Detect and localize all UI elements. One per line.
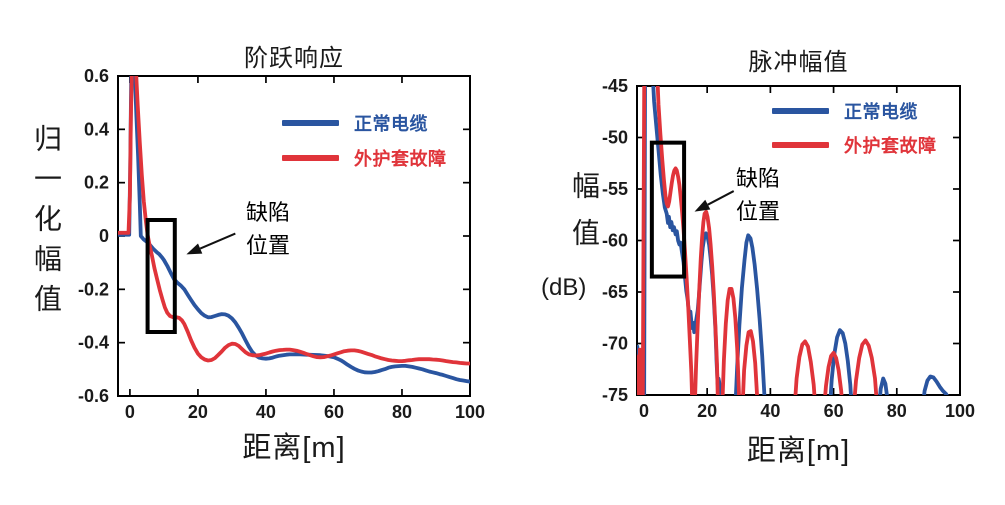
chart2-y-axis-label: 幅值 (569, 171, 600, 265)
y-tick-label: -0.6 (78, 386, 109, 406)
x-tick-label: 60 (324, 402, 344, 422)
chart2-x-axis-label: 距离[m] (746, 435, 851, 467)
y-tick-label: 0.2 (84, 173, 109, 193)
x-tick-label: 80 (392, 402, 412, 422)
annotation-arrow-head (186, 243, 203, 255)
defect-marker-rect (649, 140, 687, 279)
y-tick-label: -0.2 (78, 279, 109, 299)
legend-label-normal-cable: 正常电缆 (354, 114, 428, 134)
x-tick-label: 100 (945, 401, 975, 421)
y-tick-label: -50 (602, 128, 628, 148)
annotation-arrow-head (694, 199, 711, 212)
sheath-fault-line-swatch (282, 155, 339, 161)
x-tick-label: 40 (760, 401, 780, 421)
defect-marker-rect (145, 218, 177, 334)
y-tick-label: -0.4 (78, 333, 109, 353)
annotation-arrow-line (707, 190, 735, 206)
series-line-1 (118, 76, 470, 366)
y-tick-label: -70 (602, 334, 628, 354)
series-line-0 (118, 76, 470, 384)
y-tick-label: 0.4 (84, 119, 109, 139)
legend-label-sheath-fault: 外护套故障 (354, 149, 447, 169)
series-group (637, 86, 949, 395)
x-tick-label: 0 (125, 402, 135, 422)
chart2-legend-item-normal: 正常电缆 (772, 98, 918, 124)
y-tick-label: -55 (602, 179, 628, 199)
series-group (118, 76, 470, 384)
x-tick-label: 20 (188, 402, 208, 422)
sheath-fault-line-swatch (772, 142, 829, 148)
chart1-y-axis-label: 归一化幅值 (31, 124, 62, 324)
chart1-x-axis-label: 距离[m] (242, 432, 346, 464)
chart2-y-axis-unit: (dB) (541, 274, 587, 301)
chart1-title: 阶跃响应 (244, 45, 344, 72)
pulse-amplitude-plot: 0 20 40 60 80 100 -45 -50 -55 -60 -65 -70 -75 (602, 76, 975, 421)
chart2-title: 脉冲幅值 (748, 49, 849, 76)
annotation-arrow-line (199, 232, 236, 250)
x-tick-label: 60 (824, 401, 844, 421)
y-tick-label: -65 (602, 282, 628, 302)
y-tick-label: -45 (602, 76, 628, 96)
chart1-legend-item-fault: 外护套故障 (282, 145, 447, 171)
chart2-legend-item-fault: 外护套故障 (772, 132, 937, 158)
y-tick-label: 0.6 (84, 66, 109, 86)
x-tick-label: 20 (697, 401, 717, 421)
x-tick-label: 40 (256, 402, 276, 422)
x-tick-label: 100 (455, 402, 485, 422)
y-tick-label: -75 (602, 385, 628, 405)
legend-label-sheath-fault: 外护套故障 (844, 136, 937, 156)
x-tick-label: 0 (639, 401, 649, 421)
x-tick-label: 80 (887, 401, 907, 421)
y-tick-label: 0 (99, 226, 109, 246)
chart2-defect-callout: 缺陷 位置 (736, 166, 781, 224)
normal-cable-line-swatch (772, 108, 829, 114)
legend-label-normal-cable: 正常电缆 (844, 102, 918, 122)
chart1-defect-callout: 缺陷 位置 (246, 200, 291, 258)
series-line-1 (637, 86, 879, 395)
y-tick-label: -60 (602, 231, 628, 251)
step-response-plot: 0 20 40 60 80 100 0.6 0.4 0.2 0 -0.2 -0.4 -0.6 (78, 66, 485, 422)
chart1-legend-item-normal: 正常电缆 (282, 110, 428, 136)
normal-cable-line-swatch (282, 120, 339, 126)
